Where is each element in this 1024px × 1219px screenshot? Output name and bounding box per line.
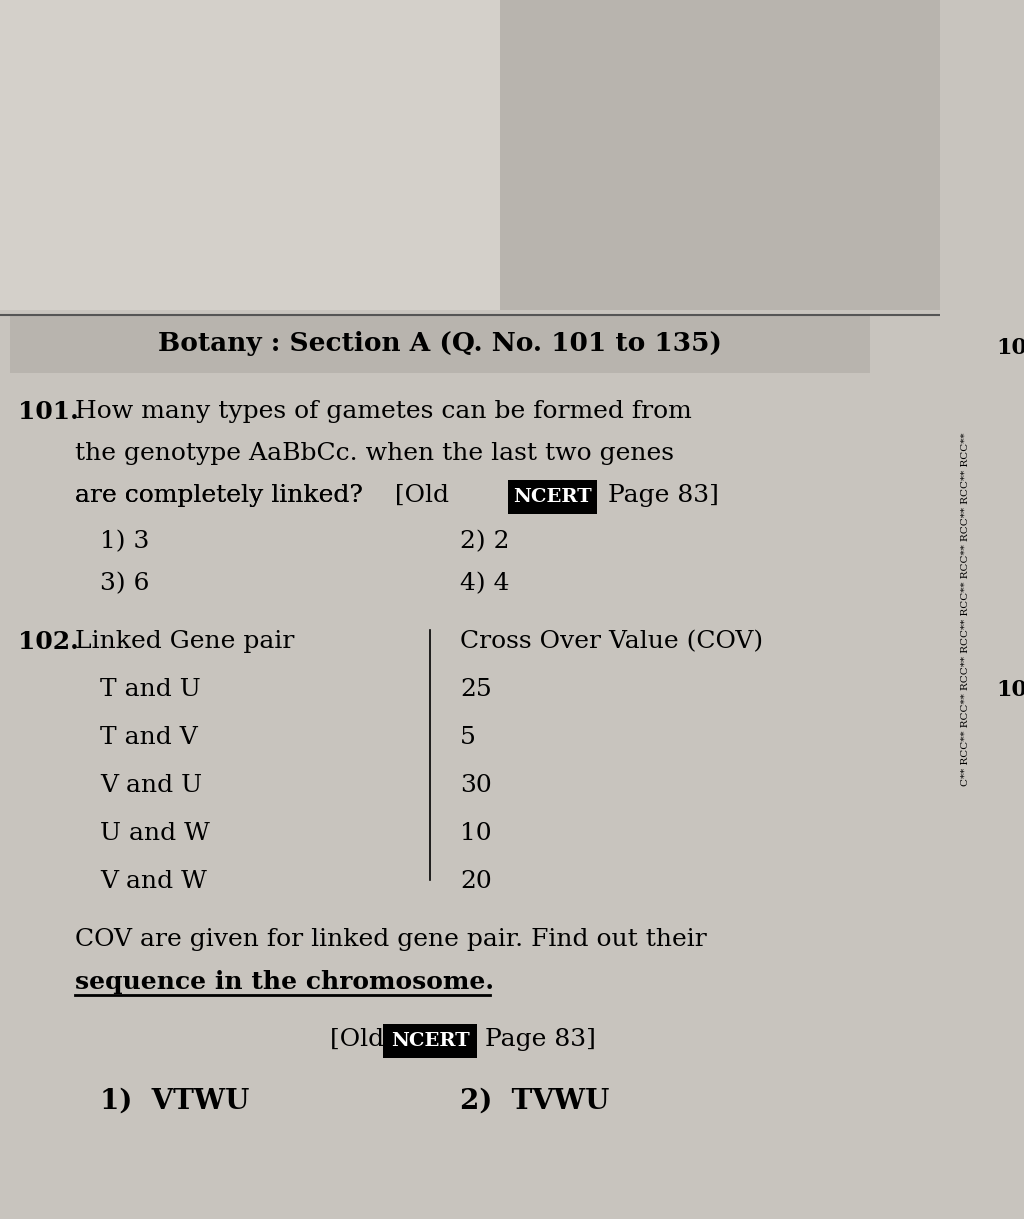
Text: 1) 3: 1) 3: [100, 530, 150, 553]
Text: COV are given for linked gene pair. Find out their: COV are given for linked gene pair. Find…: [75, 928, 707, 951]
Text: Page 83]: Page 83]: [477, 1028, 596, 1051]
Text: 10: 10: [996, 679, 1024, 701]
Text: 2) 2: 2) 2: [460, 530, 510, 553]
Text: NCERT: NCERT: [513, 488, 592, 506]
FancyBboxPatch shape: [500, 0, 940, 310]
Text: the genotype AaBbCc. when the last two genes: the genotype AaBbCc. when the last two g…: [75, 442, 674, 464]
Text: 10: 10: [460, 822, 492, 845]
Text: C** RCC** RCC** RCC** RCC** RCC** RCC** RCC** RCC** RCC**: C** RCC** RCC** RCC** RCC** RCC** RCC** …: [961, 433, 970, 786]
Text: T and U: T and U: [100, 678, 201, 701]
Text: 10: 10: [996, 336, 1024, 360]
FancyBboxPatch shape: [10, 315, 870, 373]
Text: 1)  VTWU: 1) VTWU: [100, 1089, 250, 1115]
Text: 4) 4: 4) 4: [460, 572, 510, 595]
Text: T and V: T and V: [100, 727, 198, 748]
Text: 3) 6: 3) 6: [100, 572, 150, 595]
FancyBboxPatch shape: [383, 1024, 477, 1058]
Text: V and W: V and W: [100, 870, 207, 894]
Text: 30: 30: [460, 774, 492, 797]
Text: 101.: 101.: [18, 400, 79, 424]
Text: 25: 25: [460, 678, 492, 701]
Text: NCERT: NCERT: [390, 1032, 469, 1050]
Text: Linked Gene pair: Linked Gene pair: [75, 630, 294, 653]
FancyBboxPatch shape: [508, 480, 597, 514]
Text: are completely linked?    [Old: are completely linked? [Old: [75, 484, 457, 507]
Text: Cross Over Value (COV): Cross Over Value (COV): [460, 630, 763, 653]
Text: V and U: V and U: [100, 774, 202, 797]
Text: 2)  TVWU: 2) TVWU: [460, 1089, 609, 1115]
Text: Page 83]: Page 83]: [600, 484, 719, 507]
Text: 20: 20: [460, 870, 492, 894]
Text: sequence in the chromosome.: sequence in the chromosome.: [75, 970, 494, 993]
Text: How many types of gametes can be formed from: How many types of gametes can be formed …: [75, 400, 692, 423]
Text: Botany : Section A (Q. No. 101 to 135): Botany : Section A (Q. No. 101 to 135): [158, 332, 722, 356]
Text: 5: 5: [460, 727, 476, 748]
Text: 102.: 102.: [18, 630, 79, 655]
Text: are completely linked?: are completely linked?: [75, 484, 362, 507]
FancyBboxPatch shape: [0, 0, 500, 310]
Text: U and W: U and W: [100, 822, 210, 845]
Text: [Old: [Old: [330, 1028, 392, 1051]
